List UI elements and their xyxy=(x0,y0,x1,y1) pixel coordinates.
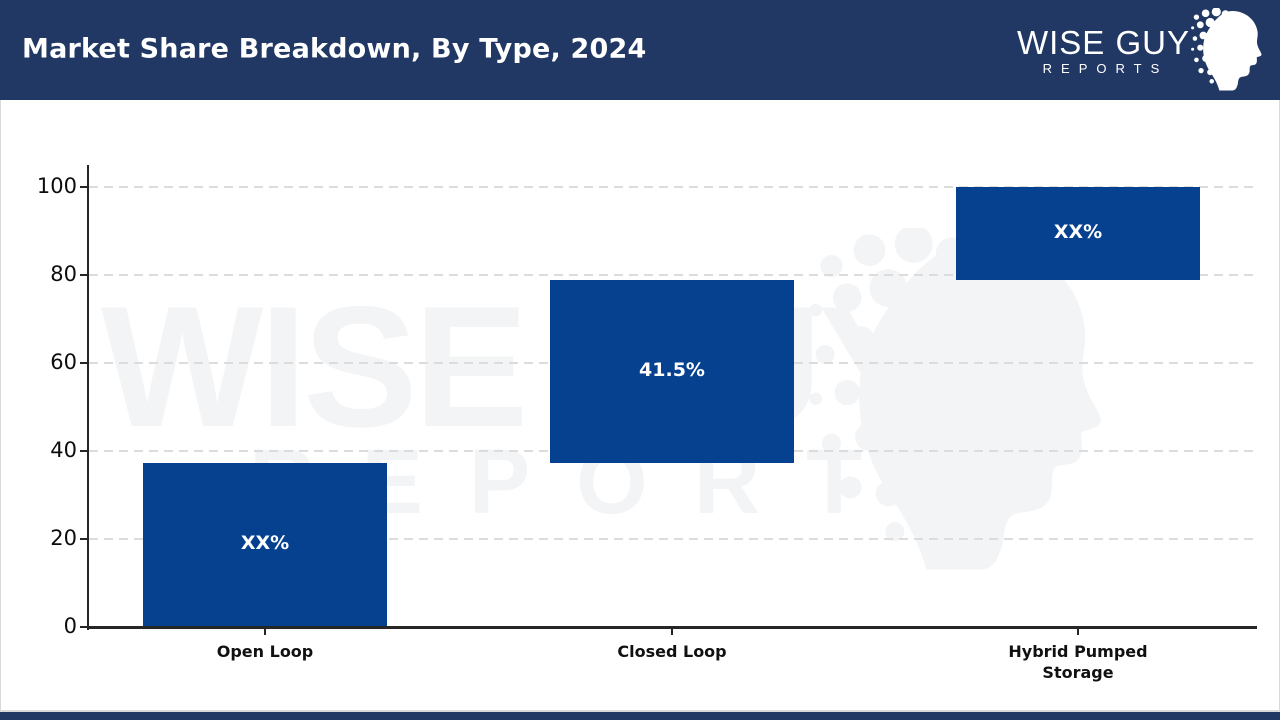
bar-value-label: XX% xyxy=(240,531,290,554)
y-tick-label: 100 xyxy=(36,174,77,198)
y-tick-mark xyxy=(80,362,88,364)
x-axis-label: Closed Loop xyxy=(617,642,727,661)
bar-segment xyxy=(550,280,794,463)
logo-subtitle: REPORTS xyxy=(1042,60,1169,76)
x-tick-mark xyxy=(264,629,266,635)
bar-segment xyxy=(143,462,387,627)
gridline xyxy=(89,186,1257,188)
y-tick-label: 40 xyxy=(50,438,77,462)
bar-segment xyxy=(956,187,1200,281)
wise-guy-reports-logo: WISE GUY REPORTS xyxy=(1017,6,1270,94)
y-tick-mark xyxy=(80,626,88,628)
bar-value-label: XX% xyxy=(1053,220,1103,243)
y-tick-mark xyxy=(80,538,88,540)
x-axis-label: Open Loop xyxy=(216,642,314,661)
y-tick-label: 20 xyxy=(50,526,77,550)
y-tick-mark xyxy=(80,274,88,276)
x-tick-mark xyxy=(1077,629,1079,635)
header-bar: Market Share Breakdown, By Type, 2024 WI… xyxy=(0,0,1280,100)
y-tick-mark xyxy=(80,186,88,188)
y-tick-label: 80 xyxy=(50,262,77,286)
y-tick-label: 0 xyxy=(63,614,77,638)
page-title: Market Share Breakdown, By Type, 2024 xyxy=(22,33,647,65)
logo-wordmark: WISE GUY xyxy=(1016,23,1190,61)
y-tick-mark xyxy=(80,450,88,452)
x-axis-line xyxy=(87,626,1257,629)
chart-canvas: WISE GUY REPORTS 0 20 40 60 80 100 XX% Open Loo… xyxy=(0,100,1280,712)
y-axis-line xyxy=(87,165,89,630)
x-tick-mark xyxy=(671,629,673,635)
gridline xyxy=(89,538,1257,540)
y-tick-label: 60 xyxy=(50,350,77,374)
logo-face-icon xyxy=(1191,8,1262,91)
logo-text: WISE GUY REPORTS xyxy=(1017,26,1190,75)
footer-bar xyxy=(0,712,1280,720)
x-axis-label: Hybrid Pumped Storage xyxy=(1008,642,1148,683)
bar-value-label: 41.5% xyxy=(639,358,705,381)
watermark-wordmark: WISE GUY xyxy=(101,271,933,463)
gridline xyxy=(89,274,1257,276)
